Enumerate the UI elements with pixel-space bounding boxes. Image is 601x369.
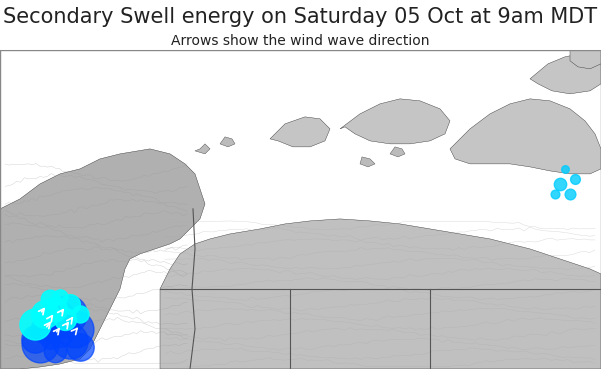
Point	[35, 341, 45, 347]
Point	[30, 336, 40, 342]
Point	[75, 344, 85, 350]
Polygon shape	[360, 157, 375, 167]
Point	[560, 166, 570, 172]
Point	[565, 191, 575, 197]
Point	[55, 331, 65, 337]
Point	[53, 316, 63, 322]
Polygon shape	[270, 117, 330, 147]
Polygon shape	[570, 50, 601, 69]
Point	[70, 326, 80, 332]
Point	[65, 338, 75, 344]
Point	[45, 296, 55, 302]
Point	[55, 294, 65, 300]
Text: Secondary Swell energy on Saturday 05 Oct at 9am MDT: Secondary Swell energy on Saturday 05 Oc…	[4, 7, 597, 27]
Point	[40, 326, 50, 332]
Point	[60, 321, 70, 327]
Text: Arrows show the wind wave direction: Arrows show the wind wave direction	[171, 34, 430, 48]
Point	[75, 311, 85, 317]
Point	[65, 301, 75, 307]
Polygon shape	[450, 99, 601, 174]
Polygon shape	[530, 54, 601, 94]
Point	[550, 191, 560, 197]
Polygon shape	[0, 149, 205, 369]
Polygon shape	[220, 137, 235, 147]
Polygon shape	[390, 147, 405, 157]
Point	[30, 321, 40, 327]
Point	[555, 181, 565, 187]
Polygon shape	[160, 219, 601, 369]
Polygon shape	[340, 99, 450, 144]
Point	[40, 311, 50, 317]
Point	[63, 311, 73, 317]
Point	[45, 336, 55, 342]
Point	[60, 316, 70, 322]
Point	[50, 306, 60, 312]
Point	[570, 176, 580, 182]
Point	[50, 348, 60, 354]
Polygon shape	[195, 144, 210, 154]
